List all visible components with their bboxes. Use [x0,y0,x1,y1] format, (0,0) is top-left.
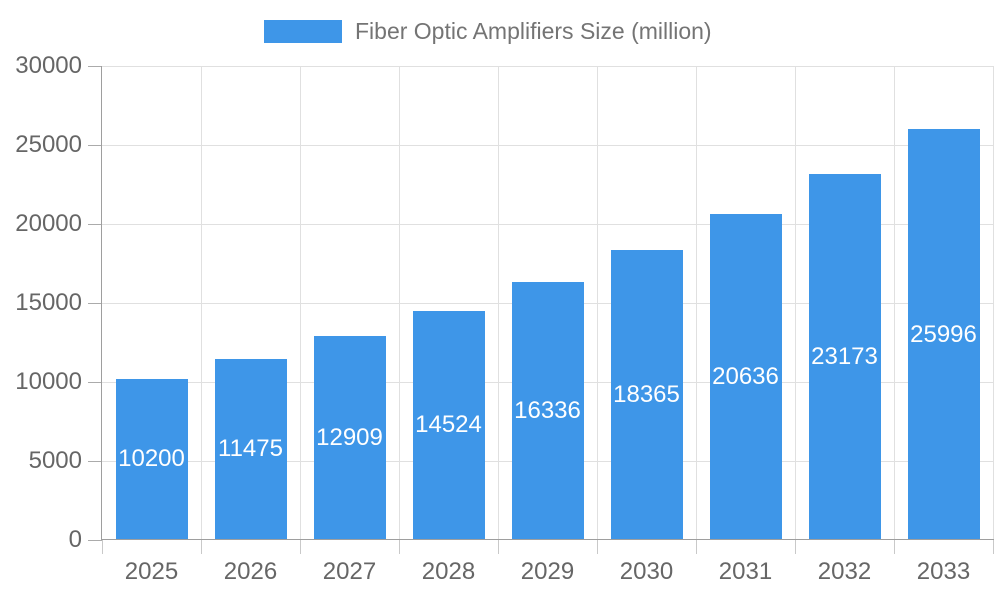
bar-2027[interactable]: 12909 [313,336,386,540]
bar-value-label: 16336 [514,396,581,424]
gridline-v [695,66,697,540]
bar-value-label: 25996 [910,320,977,348]
x-axis-label: 2031 [718,558,773,585]
gridline-v [200,66,202,540]
x-axis-label: 2032 [817,558,872,585]
y-axis-line [101,66,102,540]
y-axis-tick [88,223,102,225]
gridline-v [893,66,895,540]
bar-value-label: 20636 [712,362,779,390]
bar-2029[interactable]: 16336 [511,281,584,540]
bar-value-label: 12909 [316,424,383,451]
y-axis-tick [88,65,102,67]
x-axis-tick [596,540,598,554]
gridline-v [794,66,796,540]
y-axis-label: 30000 [15,52,82,79]
gridline-v [299,66,301,540]
gridline-h [102,144,993,146]
bar-value-label: 23173 [811,342,878,370]
bar-value-label: 10200 [118,445,185,473]
x-axis-tick [893,540,895,554]
y-axis-label: 15000 [15,289,82,316]
y-axis-tick [88,144,102,146]
x-axis-label: 2028 [421,558,476,585]
legend-label: Fiber Optic Amplifiers Size (million) [355,18,712,44]
gridline-v [497,66,499,540]
x-axis-label: 2029 [520,558,575,585]
x-axis-tick [794,540,796,554]
bar-value-label: 11475 [218,435,283,463]
y-axis-label: 5000 [28,447,82,474]
y-axis-tick [88,539,102,541]
gridline-h [102,223,993,225]
y-axis-label: 25000 [15,131,82,158]
bar-2026[interactable]: 11475 [214,358,287,540]
bar-2031[interactable]: 20636 [709,213,782,540]
x-axis-label: 2027 [322,558,377,585]
x-axis-tick [299,540,301,554]
x-axis-label: 2026 [223,558,278,585]
x-axis-line [102,539,994,540]
bar-2028[interactable]: 14524 [412,310,485,540]
x-axis-tick [398,540,400,554]
x-axis-tick [200,540,202,554]
y-axis-label: 10000 [15,368,82,395]
gridline-v [398,66,400,540]
bar-value-label: 18365 [613,380,680,408]
y-axis-tick [88,302,102,304]
x-axis-tick [992,540,994,554]
x-axis-tick [101,540,103,554]
bar-2025[interactable]: 10200 [115,378,188,540]
y-axis-label: 0 [68,526,82,553]
x-axis-tick [497,540,499,554]
gridline-h [102,65,993,67]
y-axis-tick [88,460,102,462]
bar-2032[interactable]: 23173 [808,173,881,540]
y-axis-label: 20000 [15,210,82,237]
y-axis-tick [88,381,102,383]
x-axis-label: 2033 [916,558,971,585]
gridline-v [596,66,598,540]
legend-swatch-icon [264,20,342,43]
x-axis-tick [695,540,697,554]
legend[interactable]: Fiber Optic Amplifiers Size (million) [264,20,712,43]
bar-2030[interactable]: 18365 [610,249,683,540]
x-axis-label: 2030 [619,558,674,585]
bar-2033[interactable]: 25996 [907,129,980,540]
x-axis-label: 2025 [124,558,179,585]
gridline-v [992,66,994,540]
bar-value-label: 14524 [415,411,482,439]
